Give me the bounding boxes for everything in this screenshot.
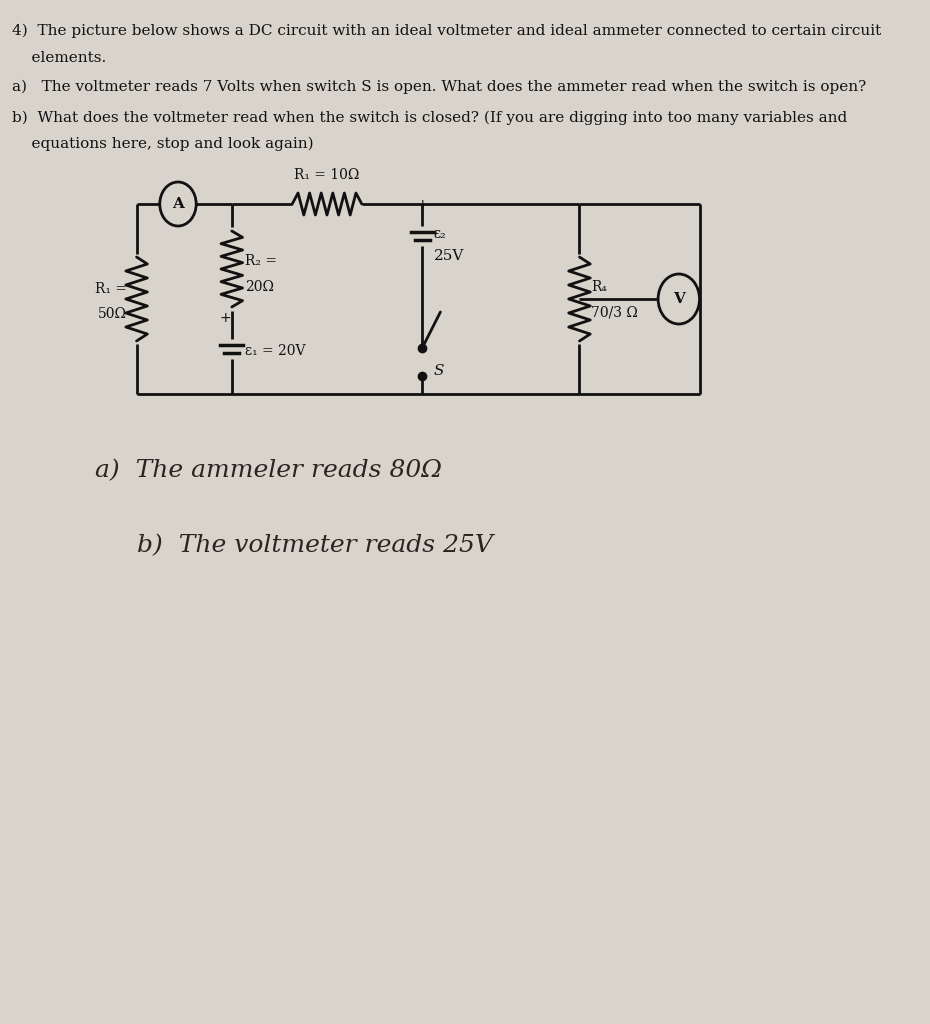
Text: b)  The voltmeter reads 25V: b) The voltmeter reads 25V [137,534,493,557]
Text: R₁ =: R₁ = [95,282,126,296]
Text: a)   The voltmeter reads 7 Volts when switch S is open. What does the ammeter re: a) The voltmeter reads 7 Volts when swit… [12,80,867,94]
Text: 50Ω: 50Ω [98,307,126,321]
Text: A: A [172,197,184,211]
Text: a)  The ammeler reads 80Ω: a) The ammeler reads 80Ω [95,459,442,482]
Text: +: + [219,311,231,325]
Text: R₄: R₄ [591,280,607,294]
Text: ε₂: ε₂ [433,227,446,241]
Text: R₂ =: R₂ = [245,254,277,268]
Text: 25V: 25V [433,249,464,263]
Text: ε₁ = 20V: ε₁ = 20V [245,344,306,358]
Text: equations here, stop and look again): equations here, stop and look again) [12,137,314,152]
Text: b)  What does the voltmeter read when the switch is closed? (If you are digging : b) What does the voltmeter read when the… [12,111,847,125]
Text: 70/3 Ω: 70/3 Ω [591,306,638,319]
Text: R₁ = 10Ω: R₁ = 10Ω [294,168,360,182]
Text: 20Ω: 20Ω [245,280,274,294]
Text: V: V [673,292,684,306]
Text: +: + [417,198,428,212]
Text: elements.: elements. [12,51,107,65]
Text: S: S [433,364,445,378]
Text: 4)  The picture below shows a DC circuit with an ideal voltmeter and ideal ammet: 4) The picture below shows a DC circuit … [12,24,882,38]
